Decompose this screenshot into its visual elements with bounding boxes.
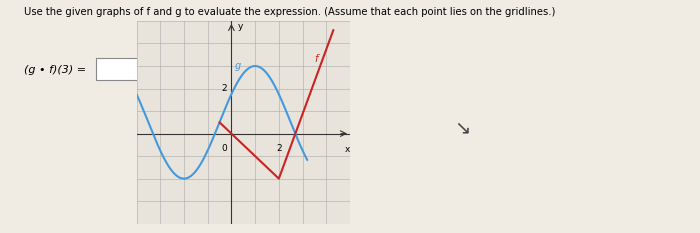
Text: 2: 2: [276, 144, 281, 153]
Text: (g • f)(3) =: (g • f)(3) =: [25, 65, 87, 75]
Text: Use the given graphs of f and g to evaluate the expression. (Assume that each po: Use the given graphs of f and g to evalu…: [25, 7, 556, 17]
Text: y: y: [237, 22, 243, 31]
Text: g: g: [235, 61, 241, 71]
Text: 2: 2: [221, 84, 227, 93]
Text: 0: 0: [221, 144, 227, 153]
FancyBboxPatch shape: [96, 58, 188, 80]
Text: ↘: ↘: [454, 119, 470, 138]
Text: f: f: [314, 54, 318, 64]
Text: x: x: [345, 145, 350, 154]
